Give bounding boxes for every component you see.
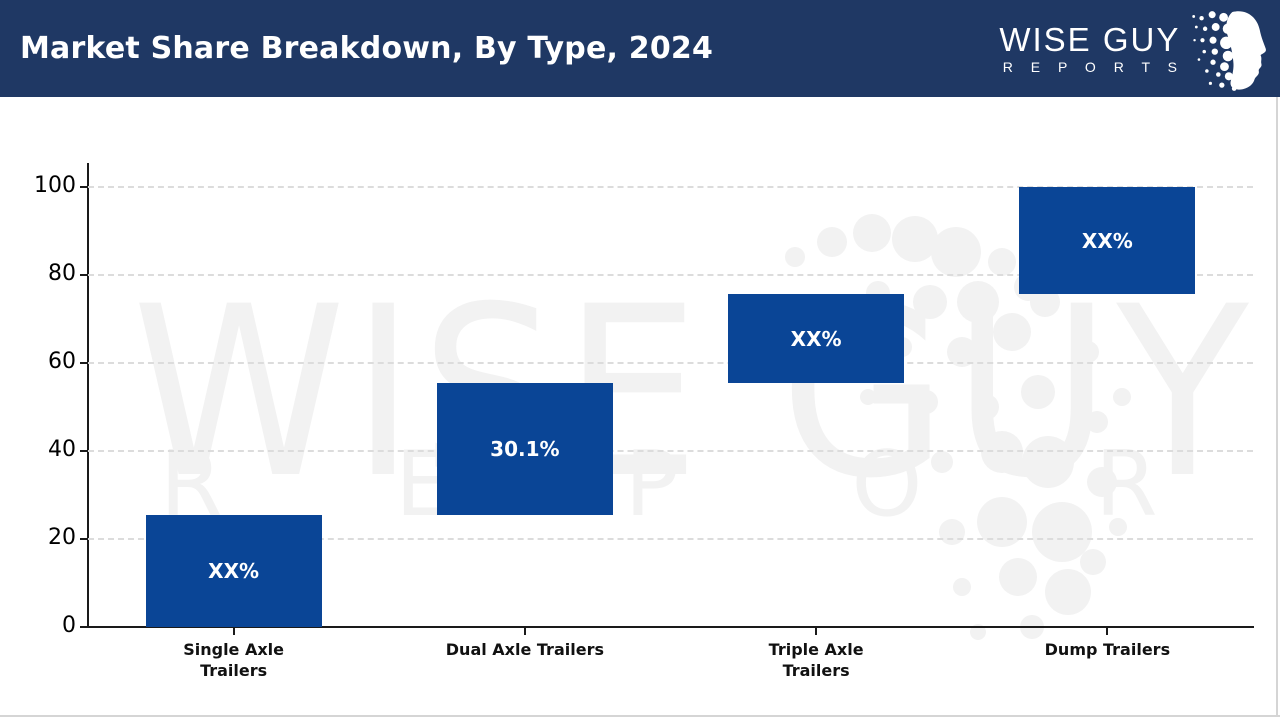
header-bar: Market Share Breakdown, By Type, 2024 WI… — [0, 0, 1280, 97]
gridline — [88, 186, 1253, 188]
gridline — [88, 274, 1253, 276]
x-tick-mark — [815, 628, 818, 635]
x-category-label: Dual Axle Trailers — [445, 640, 604, 659]
gridline — [88, 450, 1253, 452]
y-tick-mark — [80, 538, 87, 540]
y-tick-label: 40 — [48, 437, 76, 462]
logo-text: WISE GUY R E P O R T S — [996, 20, 1184, 76]
bar-segment: XX% — [728, 294, 905, 383]
bar-value-label: XX% — [1081, 228, 1133, 253]
x-tick-mark — [232, 628, 235, 635]
x-category-label: Dump Trailers — [1044, 640, 1171, 659]
bar-segment: XX% — [1019, 187, 1196, 295]
frame-bottom-line — [0, 715, 1280, 717]
y-axis-spine — [87, 163, 89, 628]
y-tick-mark — [80, 186, 87, 188]
logo-reports-label: R E P O R T S — [1002, 59, 1184, 76]
wise-guy-face-icon — [1192, 11, 1266, 91]
gridline — [88, 538, 1253, 540]
bar-value-label: 30.1% — [490, 437, 560, 462]
y-tick-label: 100 — [34, 173, 76, 198]
frame-right-line — [1276, 97, 1278, 717]
y-tick-mark — [80, 626, 87, 628]
logo-wordmark: WISE GUY — [999, 20, 1181, 58]
y-tick-label: 20 — [48, 525, 76, 550]
y-tick-mark — [80, 450, 87, 452]
bar-value-label: XX% — [208, 559, 260, 584]
chart-title: Market Share Breakdown, By Type, 2024 — [20, 31, 714, 66]
wise-guy-reports-logo: WISE GUY R E P O R T S — [996, 4, 1270, 94]
y-tick-mark — [80, 274, 87, 276]
bar-segment: 30.1% — [436, 382, 613, 516]
x-axis-spine — [86, 626, 1254, 628]
x-tick-mark — [1106, 628, 1109, 635]
gridline — [88, 362, 1253, 364]
y-tick-label: 60 — [48, 349, 76, 374]
x-category-label: Triple Axle Trailers — [768, 640, 864, 680]
x-tick-mark — [523, 628, 526, 635]
bar-segment: XX% — [145, 515, 322, 627]
y-tick-label: 0 — [62, 613, 76, 638]
x-category-label: Single Axle Trailers — [183, 640, 285, 680]
y-tick-label: 80 — [48, 261, 76, 286]
y-tick-mark — [80, 362, 87, 364]
bar-value-label: XX% — [790, 326, 842, 351]
